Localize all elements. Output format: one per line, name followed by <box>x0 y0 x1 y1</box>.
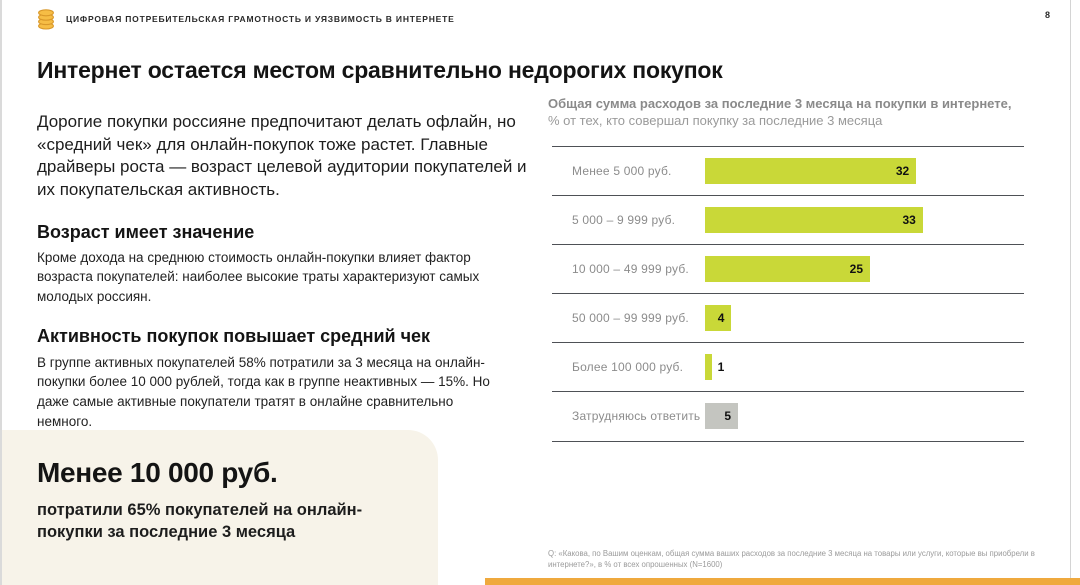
chart-category-label: Менее 5 000 руб. <box>572 164 672 178</box>
bottom-accent-strip <box>485 578 1080 585</box>
bar-value-label: 1 <box>717 360 725 374</box>
report-brand-title: ЦИФРОВАЯ ПОТРЕБИТЕЛЬСКАЯ ГРАМОТНОСТЬ И У… <box>66 14 455 24</box>
chart-row: Менее 5 000 руб. 32 <box>552 146 1024 195</box>
callout-box: Менее 10 000 руб. потратили 65% покупате… <box>2 430 438 585</box>
chart-category-label: 50 000 – 99 999 руб. <box>572 311 689 325</box>
bar-value-label: 5 <box>724 409 731 424</box>
bar-value-label: 32 <box>895 164 910 178</box>
report-header: ЦИФРОВАЯ ПОТРЕБИТЕЛЬСКАЯ ГРАМОТНОСТЬ И У… <box>36 8 455 30</box>
bar-value-label: 33 <box>902 213 916 227</box>
section-heading-activity: Активность покупок повышает средний чек <box>37 325 431 346</box>
bar: 4 <box>705 305 732 331</box>
bar: 32 <box>705 158 917 184</box>
chart-row: 10 000 – 49 999 руб. 25 <box>552 244 1024 293</box>
chart-title: Общая сумма расходов за последние 3 меся… <box>548 96 1012 111</box>
callout-headline: Менее 10 000 руб. <box>37 457 278 488</box>
chart-row: Затрудняюсь ответить 5 <box>552 391 1024 442</box>
section-body-age: Кроме дохода на среднюю стоимость онлайн… <box>37 249 480 305</box>
survey-footnote: Q: «Какова, по Вашим оценкам, общая сумм… <box>548 548 1035 570</box>
callout-text: потратили 65% покупателей на онлайн-поку… <box>37 501 363 542</box>
chart-category-label: Более 100 000 руб. <box>572 360 684 374</box>
chart-category-label: 5 000 – 9 999 руб. <box>572 213 676 227</box>
bar: 5 <box>705 403 738 430</box>
intro-paragraph: Дорогие покупки россияне предпочитают де… <box>37 112 527 199</box>
bar: 1 <box>705 354 724 380</box>
chart-category-label: Затрудняюсь ответить <box>572 409 701 424</box>
section-heading-age: Возраст имеет значение <box>37 221 255 242</box>
chart-subtitle: % от тех, кто совершал покупку за послед… <box>548 113 883 128</box>
bar: 25 <box>705 256 870 282</box>
page-number: 8 <box>1044 10 1050 20</box>
bar-value-label: 25 <box>849 262 863 276</box>
chart-row: 5 000 – 9 999 руб. 33 <box>552 195 1024 244</box>
chart-row: 50 000 – 99 999 руб. 4 <box>552 293 1024 342</box>
bar-value-label: 4 <box>717 311 725 325</box>
chart-row: Более 100 000 руб. 1 <box>552 342 1024 391</box>
page-left-border <box>0 0 2 585</box>
section-body-activity: В группе активных покупателей 58% потрат… <box>37 354 490 430</box>
coins-icon <box>36 8 56 30</box>
page-title: Интернет остается местом сравнительно не… <box>37 57 723 84</box>
chart-category-label: 10 000 – 49 999 руб. <box>572 262 689 276</box>
bar-chart: Менее 5 000 руб. 32 5 000 – 9 999 руб. 3… <box>552 146 1024 442</box>
bar: 33 <box>705 207 923 233</box>
page-right-border <box>1070 0 1071 585</box>
